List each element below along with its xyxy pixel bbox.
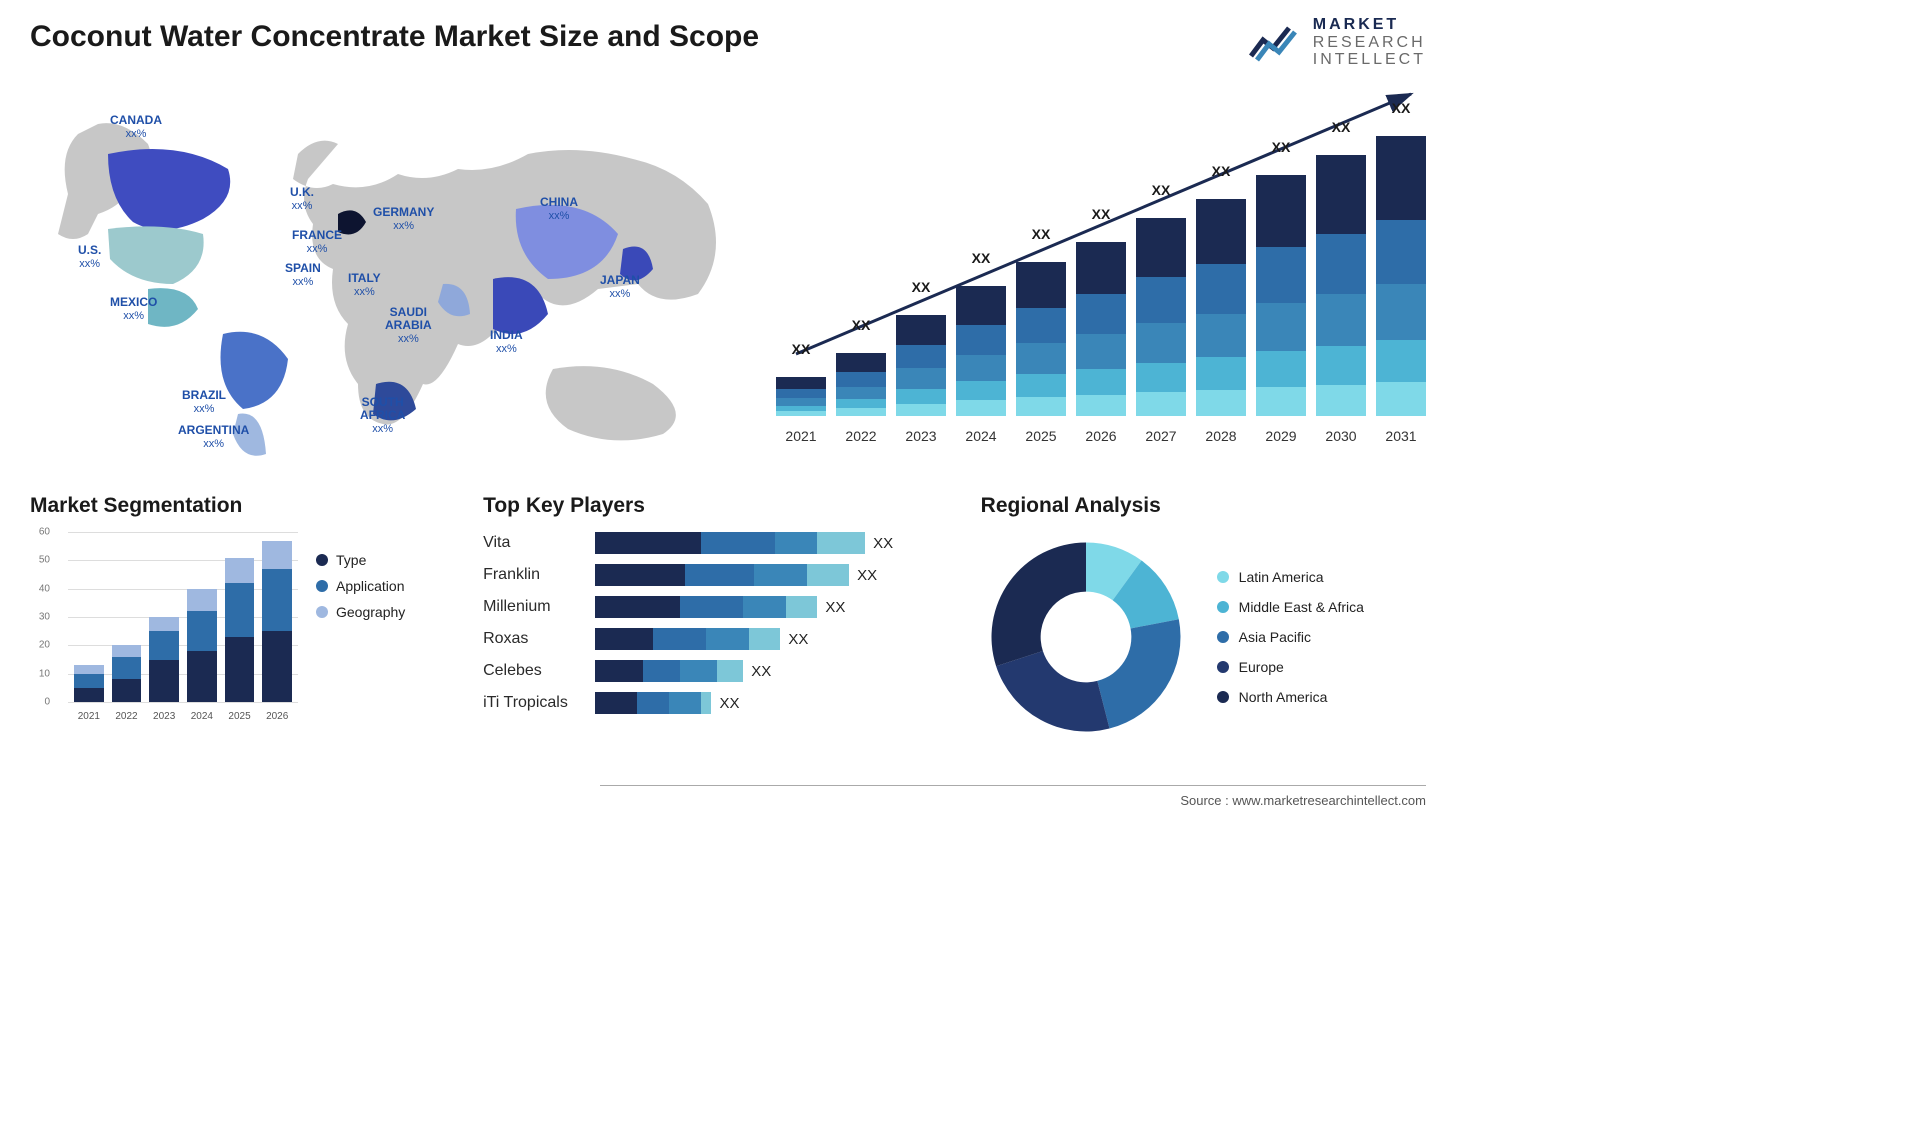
growth-year-label: 2024 (956, 428, 1006, 444)
player-row: XX (595, 692, 951, 714)
growth-chart: XXXXXXXXXXXXXXXXXXXXXX 20212022202320242… (776, 84, 1426, 444)
map-label: CANADAxx% (110, 114, 162, 140)
source-text: Source : www.marketresearchintellect.com (1180, 793, 1426, 808)
growth-year-label: 2030 (1316, 428, 1366, 444)
player-name: Vita (483, 532, 583, 554)
growth-year-label: 2022 (836, 428, 886, 444)
map-label: JAPANxx% (600, 274, 640, 300)
growth-bar: XX (1316, 155, 1366, 416)
segmentation-bar (262, 541, 292, 702)
player-row: XX (595, 628, 951, 650)
segmentation-legend-item: Application (316, 578, 405, 594)
logo-line1: MARKET (1313, 16, 1426, 34)
map-label: FRANCExx% (292, 229, 342, 255)
players-chart: XX XX XX XX XX XX (595, 532, 951, 714)
regional-legend: Latin America Middle East & Africa Asia Pa… (1217, 569, 1364, 705)
logo-line3: INTELLECT (1313, 51, 1426, 69)
regional-legend-item: Europe (1217, 659, 1364, 675)
segmentation-year-label: 2021 (74, 711, 104, 722)
regional-legend-item: North America (1217, 689, 1364, 705)
segmentation-legend: Type Application Geography (316, 532, 405, 732)
regional-title: Regional Analysis (981, 494, 1426, 518)
donut-slice (991, 543, 1086, 667)
player-row: XX (595, 564, 951, 586)
brand-logo: MARKET RESEARCH INTELLECT (1249, 16, 1426, 69)
segmentation-year-label: 2025 (225, 711, 255, 722)
growth-year-label: 2027 (1136, 428, 1186, 444)
growth-bar: XX (1196, 199, 1246, 416)
segmentation-legend-item: Type (316, 552, 405, 568)
growth-bar: XX (1016, 262, 1066, 416)
player-name: Roxas (483, 628, 583, 650)
map-label: SPAINxx% (285, 262, 321, 288)
segmentation-section: Market Segmentation 0102030405060 202120… (30, 494, 453, 742)
segmentation-bar (149, 617, 179, 702)
segmentation-year-label: 2024 (187, 711, 217, 722)
growth-year-label: 2031 (1376, 428, 1426, 444)
map-label: BRAZILxx% (182, 389, 226, 415)
regional-section: Regional Analysis Latin America Middle Ea… (981, 494, 1426, 742)
logo-mark-icon (1249, 22, 1303, 62)
segmentation-year-label: 2022 (112, 711, 142, 722)
map-label: CHINAxx% (540, 196, 578, 222)
growth-bar: XX (956, 286, 1006, 416)
footer-divider (600, 785, 1426, 786)
player-name: iTi Tropicals (483, 692, 583, 714)
page-title: Coconut Water Concentrate Market Size an… (30, 20, 1426, 54)
player-name: Celebes (483, 660, 583, 682)
growth-bar: XX (776, 377, 826, 416)
segmentation-year-label: 2026 (262, 711, 292, 722)
map-label: INDIAxx% (490, 329, 523, 355)
map-label: U.K.xx% (290, 186, 314, 212)
regional-legend-item: Middle East & Africa (1217, 599, 1364, 615)
growth-bar: XX (1136, 218, 1186, 416)
regional-legend-item: Asia Pacific (1217, 629, 1364, 645)
segmentation-title: Market Segmentation (30, 494, 453, 518)
growth-bar: XX (1376, 136, 1426, 416)
segmentation-legend-item: Geography (316, 604, 405, 620)
donut-slice (996, 651, 1109, 731)
segmentation-year-label: 2023 (149, 711, 179, 722)
segmentation-bar (74, 665, 104, 702)
players-section: Top Key Players Vita Franklin Millenium Rox… (483, 494, 951, 742)
world-map-block: CANADAxx% U.S.xx% MEXICOxx% BRAZILxx% ARGENT… (30, 84, 746, 464)
growth-bar: XX (896, 315, 946, 416)
logo-line2: RESEARCH (1313, 34, 1426, 52)
growth-year-label: 2021 (776, 428, 826, 444)
map-label: SOUTHAFRICAxx% (360, 396, 405, 436)
regional-donut-chart (981, 532, 1191, 742)
player-row: XX (595, 532, 951, 554)
player-name: Millenium (483, 596, 583, 618)
map-label: ARGENTINAxx% (178, 424, 249, 450)
segmentation-bar (187, 589, 217, 702)
map-label: U.S.xx% (78, 244, 101, 270)
growth-bar: XX (836, 353, 886, 416)
growth-year-label: 2026 (1076, 428, 1126, 444)
donut-slice (1097, 619, 1180, 728)
regional-legend-item: Latin America (1217, 569, 1364, 585)
player-row: XX (595, 660, 951, 682)
player-row: XX (595, 596, 951, 618)
growth-year-label: 2029 (1256, 428, 1306, 444)
growth-year-label: 2028 (1196, 428, 1246, 444)
growth-bar: XX (1256, 175, 1306, 416)
segmentation-chart: 2021 2022 2023 2024 2025 2026 (68, 532, 298, 722)
player-name: Franklin (483, 564, 583, 586)
map-label: ITALYxx% (348, 272, 381, 298)
map-label: MEXICOxx% (110, 296, 157, 322)
segmentation-bar (225, 558, 255, 702)
players-title: Top Key Players (483, 494, 951, 518)
map-label: SAUDIARABIAxx% (385, 306, 432, 346)
growth-year-label: 2025 (1016, 428, 1066, 444)
growth-year-label: 2023 (896, 428, 946, 444)
growth-bar: XX (1076, 242, 1126, 416)
map-label: GERMANYxx% (373, 206, 434, 232)
segmentation-bar (112, 645, 142, 702)
